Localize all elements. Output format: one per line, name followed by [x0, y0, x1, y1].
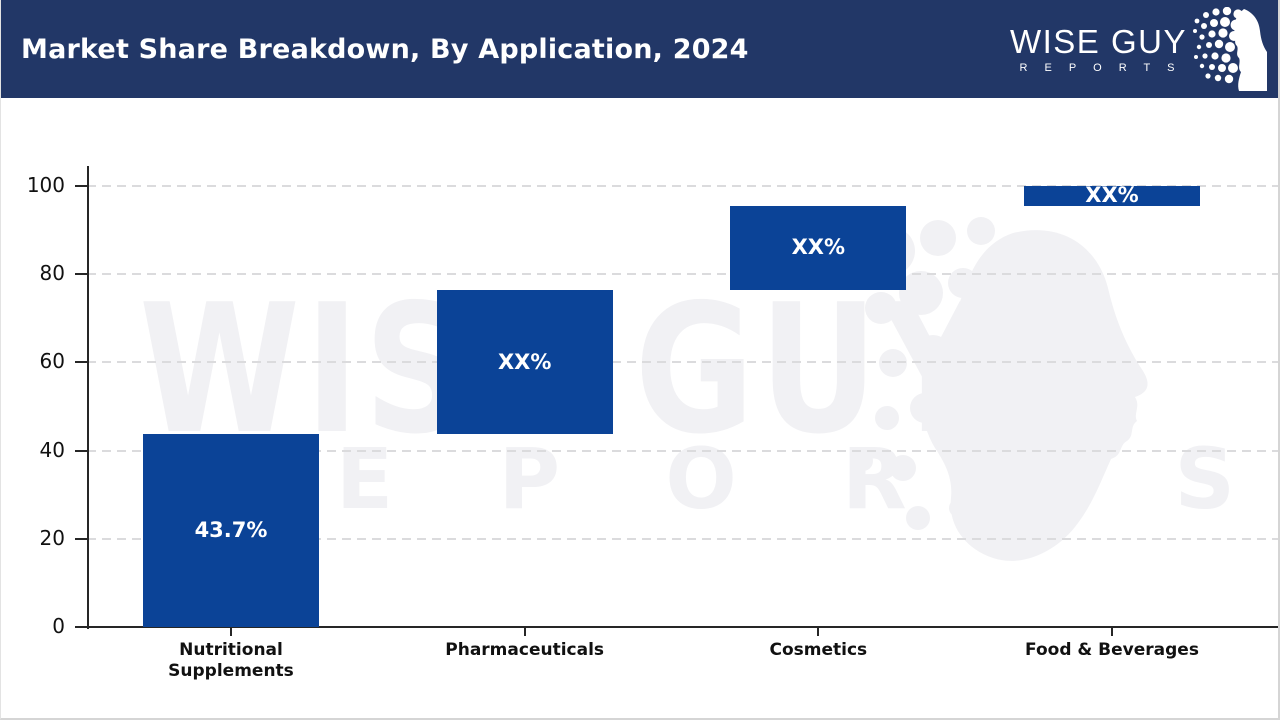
logo-text: WISE GUY R E P O R T S: [1010, 25, 1187, 74]
x-tick-mark: [817, 628, 820, 636]
waterfall-bar-3: XX%: [730, 205, 907, 291]
y-gridline: [87, 273, 1278, 276]
waterfall-bar-4: XX%: [1024, 183, 1200, 208]
y-tick-label: 100: [26, 173, 65, 197]
y-tick-mark: [75, 537, 87, 540]
y-tick-mark: [75, 626, 87, 628]
y-tick-label: 0: [52, 614, 65, 638]
y-tick-label: 80: [39, 261, 65, 286]
logo-face-icon: [1193, 7, 1267, 91]
waterfall-bar-2: XX%: [436, 290, 613, 435]
logo-brand-text: WISE GUY: [1009, 22, 1187, 60]
y-axis-line: [87, 166, 89, 629]
wise-guy-reports-logo: WISE GUY R E P O R T S: [1010, 7, 1267, 91]
logo-tagline-text: R E P O R T S: [1019, 61, 1182, 74]
x-tick-mark: [230, 628, 232, 636]
x-category-label: Food & Beverages: [1025, 640, 1199, 660]
y-gridline: [87, 537, 1278, 540]
x-category-label: Cosmetics: [769, 640, 868, 660]
bar-value-label: XX%: [1085, 183, 1139, 208]
y-tick-mark: [75, 273, 87, 276]
y-tick-label: 20: [39, 525, 65, 550]
x-axis-line: [87, 626, 1278, 628]
bar-value-label: 43.7%: [194, 518, 268, 543]
y-tick-mark: [75, 361, 87, 364]
x-tick-mark: [523, 628, 526, 636]
bar-value-label: XX%: [791, 235, 846, 260]
x-category-label: Nutritional Supplements: [168, 640, 294, 682]
bar-value-label: XX%: [497, 349, 552, 374]
y-tick-mark: [75, 449, 87, 452]
y-tick-label: 60: [39, 349, 65, 374]
waterfall-bar-1: 43.7%: [143, 434, 319, 627]
page-title: Market Share Breakdown, By Application, …: [21, 33, 749, 65]
chart-area: WISE GUY R E P O R T S 0 20 40 60 80 100 43.7%…: [1, 98, 1278, 718]
x-category-label: Pharmaceuticals: [445, 640, 605, 660]
watermark-face-icon: [863, 217, 1148, 561]
y-gridline: [87, 185, 1278, 187]
x-tick-mark: [1111, 628, 1113, 636]
y-tick-label: 40: [39, 437, 65, 462]
y-gridline: [87, 361, 1278, 364]
report-header: Market Share Breakdown, By Application, …: [1, 0, 1278, 98]
y-tick-mark: [75, 185, 87, 187]
y-gridline: [87, 449, 1278, 452]
